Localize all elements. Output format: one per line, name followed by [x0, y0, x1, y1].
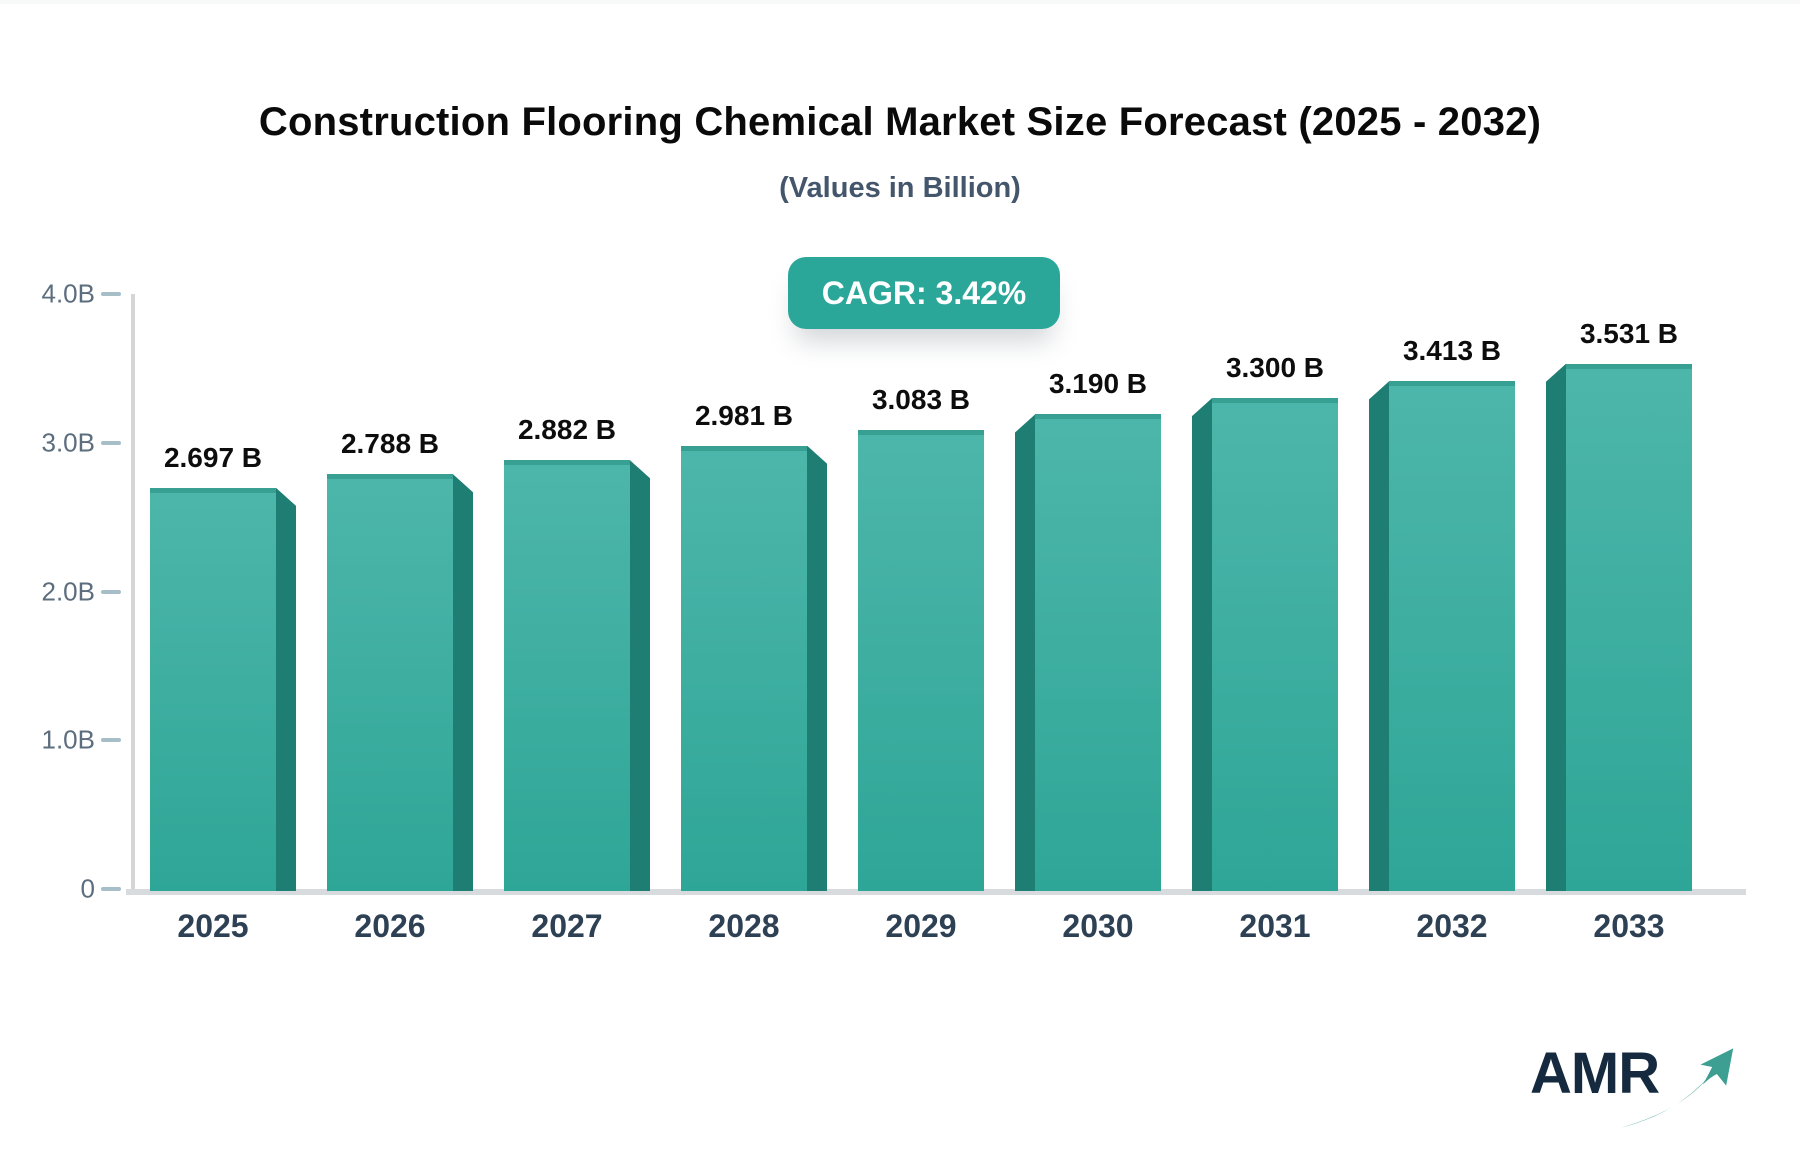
bar-3d-side-2030	[1015, 414, 1035, 891]
bar-value-label-2029: 3.083 B	[871, 384, 971, 416]
bar-value-label-2026: 2.788 B	[340, 428, 440, 460]
x-axis-label-2030: 2030	[1062, 908, 1134, 944]
y-axis-tick-label: 1.0B	[41, 724, 96, 755]
bar-value-label-2025: 2.697 B	[163, 441, 263, 473]
y-axis-tick-mark	[101, 440, 121, 445]
bar-value-label-2033: 3.531 B	[1579, 317, 1679, 349]
y-axis-tick-label: 3.0B	[41, 427, 96, 458]
bar-2031	[1212, 398, 1338, 891]
bar-2025	[150, 487, 276, 891]
y-axis-tick-mark	[101, 738, 121, 743]
x-axis-label-2029: 2029	[885, 908, 957, 944]
x-axis-label-2027: 2027	[531, 908, 603, 944]
bar-3d-side-2031	[1192, 398, 1212, 891]
y-axis-tick-mark	[101, 589, 121, 594]
bar-3d-side-2027	[630, 460, 650, 891]
bar-2029	[858, 430, 984, 891]
cagr-badge: CAGR: 3.42%	[788, 257, 1060, 329]
chart-subtitle: (Values in Billion)	[779, 172, 1021, 204]
amr-logo-text: AMR	[1530, 1041, 1660, 1106]
growth-arrow-icon	[1618, 1046, 1748, 1135]
y-axis-tick-mark	[101, 887, 121, 891]
bar-value-label-2031: 3.300 B	[1225, 352, 1325, 384]
bar-3d-side-2025	[276, 487, 296, 891]
bar-2032	[1389, 381, 1515, 891]
bar-value-label-2032: 3.413 B	[1402, 335, 1502, 367]
bar-2027	[504, 460, 630, 891]
cagr-badge-label: CAGR: 3.42%	[821, 274, 1027, 311]
x-axis-label-2028: 2028	[708, 908, 780, 944]
x-axis-label-2031: 2031	[1239, 908, 1311, 944]
bar-2030	[1035, 414, 1161, 891]
amr-logo: AMR	[1530, 1034, 1750, 1128]
chart-title: Construction Flooring Chemical Market Si…	[258, 100, 1542, 144]
y-axis-tick-label: 0	[80, 873, 95, 904]
bar-3d-side-2028	[807, 445, 827, 891]
bar-3d-side-2032	[1369, 381, 1389, 891]
bar-3d-side-2033	[1546, 363, 1566, 891]
bar-2026	[327, 474, 453, 891]
y-axis-tick-label: 2.0B	[41, 576, 96, 606]
x-axis-baseline	[126, 889, 1746, 895]
x-axis-label-2032: 2032	[1416, 908, 1488, 944]
bar-3d-side-2026	[453, 474, 473, 891]
bar-value-label-2028: 2.981 B	[694, 399, 794, 431]
y-axis-line	[131, 294, 135, 894]
x-axis-label-2025: 2025	[177, 908, 249, 944]
bar-value-label-2030: 3.190 B	[1048, 368, 1148, 400]
bar-2033	[1566, 363, 1692, 891]
bar-value-label-2027: 2.882 B	[517, 414, 617, 446]
y-axis-tick-label: 4.0B	[41, 278, 96, 309]
x-axis-label-2033: 2033	[1593, 908, 1665, 944]
y-axis-tick-mark	[101, 292, 121, 296]
x-axis-label-2026: 2026	[354, 908, 426, 944]
bar-2028	[681, 445, 807, 891]
